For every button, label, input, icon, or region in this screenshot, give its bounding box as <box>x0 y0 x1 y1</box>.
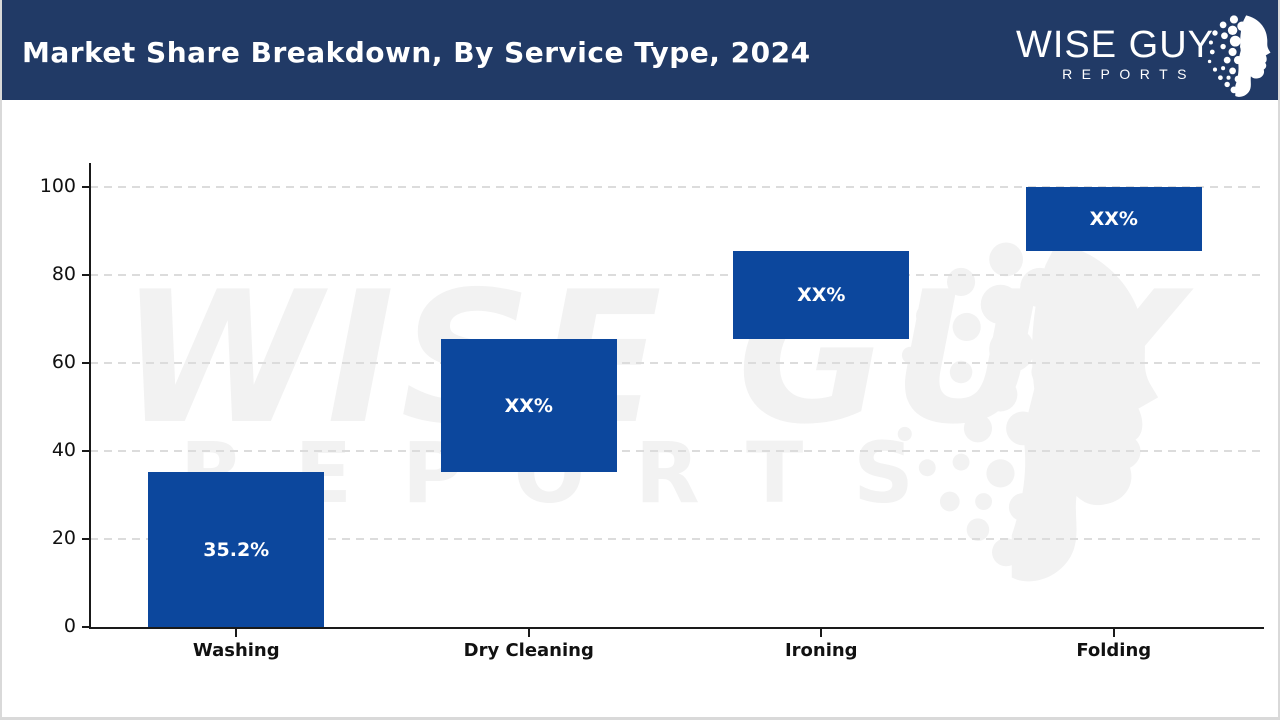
bar-value-label: XX% <box>504 394 553 417</box>
gridline <box>90 274 1264 276</box>
gridline <box>90 186 1264 188</box>
bar-value-label: 35.2% <box>203 538 270 561</box>
x-axis-category-label: Dry Cleaning <box>463 640 594 661</box>
bar-segment-washing: 35.2% <box>148 472 325 627</box>
page-title: Market Share Breakdown, By Service Type,… <box>22 36 811 69</box>
logo-wordmark: WISE GUY <box>1015 24 1214 66</box>
x-axis-tick <box>527 629 530 637</box>
y-axis-tick-label: 80 <box>51 263 76 285</box>
x-axis-tick <box>235 629 238 637</box>
y-axis-tick <box>82 274 90 276</box>
bar-value-label: XX% <box>797 284 846 307</box>
gridline <box>90 538 1264 540</box>
x-axis-tick <box>820 629 823 637</box>
x-axis-line <box>89 627 1264 629</box>
x-axis-category-label: Washing <box>192 640 280 661</box>
bar-segment-folding: XX% <box>1025 187 1202 252</box>
x-axis-category-label: Folding <box>1076 640 1152 661</box>
y-axis-line <box>89 163 91 629</box>
y-axis-tick <box>82 450 90 452</box>
bar-segment-ironing: XX% <box>733 251 910 340</box>
header-bar: Market Share Breakdown, By Service Type,… <box>2 0 1278 100</box>
x-axis-tick <box>1112 629 1115 637</box>
bar-value-label: XX% <box>1089 208 1138 231</box>
dotted-head-icon <box>1207 15 1271 97</box>
watermark-dotted-head-icon <box>897 242 1159 582</box>
y-axis-tick-label: 60 <box>51 351 76 373</box>
y-axis-tick-label: 100 <box>39 175 76 197</box>
gridline <box>90 362 1264 364</box>
x-axis-category-label: Ironing <box>784 640 858 661</box>
y-axis-tick <box>82 626 90 628</box>
logo-subtext: REPORTS <box>1062 66 1196 82</box>
y-axis-tick <box>82 538 90 540</box>
y-axis-tick-label: 40 <box>51 439 76 461</box>
bar-segment-dry-cleaning: XX% <box>440 339 617 473</box>
wise-guy-logo: WISE GUY REPORTS <box>1014 4 1274 98</box>
y-axis-tick <box>82 362 90 364</box>
y-axis-tick-label: 20 <box>51 527 76 549</box>
y-axis-tick <box>82 186 90 188</box>
gridline <box>90 450 1264 452</box>
y-axis-tick-label: 0 <box>63 615 76 637</box>
